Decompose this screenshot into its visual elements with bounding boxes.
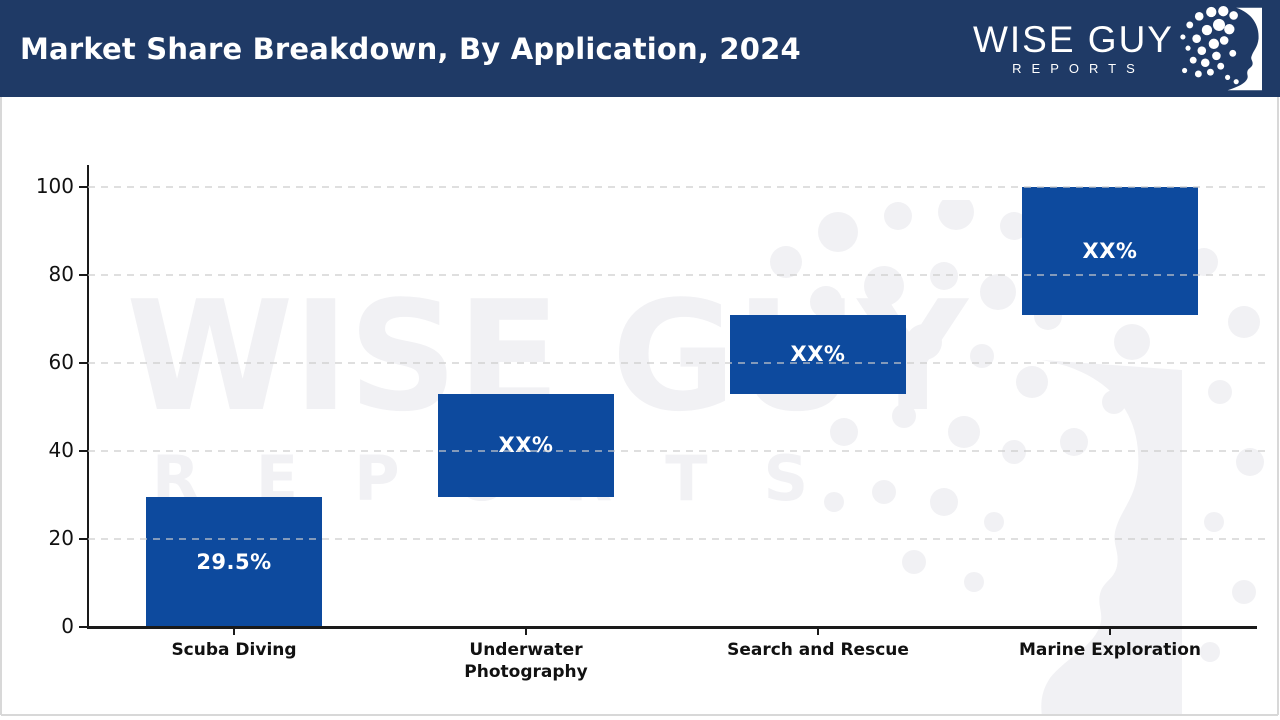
- bar-value-label: 29.5%: [196, 550, 272, 575]
- y-tick-label: 40: [48, 438, 74, 462]
- panel-border-left: [0, 97, 2, 715]
- y-tick-mark: [79, 538, 88, 540]
- bar-segment: XX%: [730, 314, 906, 394]
- y-tick-label: 0: [61, 614, 74, 638]
- category-label: Underwater Photography: [464, 640, 588, 682]
- bar-segment: 29.5%: [146, 497, 322, 627]
- x-axis-line: [87, 626, 1257, 629]
- category-label: Scuba Diving: [171, 640, 297, 660]
- category-label: Marine Exploration: [1019, 640, 1201, 660]
- y-tick-mark: [79, 450, 88, 452]
- category-label: Search and Rescue: [727, 640, 909, 660]
- y-tick-mark: [79, 274, 88, 276]
- x-tick-mark: [817, 628, 819, 635]
- bar-value-label: XX%: [790, 342, 846, 367]
- page-title: Market Share Breakdown, By Application, …: [20, 31, 801, 66]
- y-tick-label: 100: [35, 174, 74, 198]
- wise-guy-logo: WISE GUY REPORTS: [973, 5, 1262, 93]
- logo-text: WISE GUY REPORTS: [972, 19, 1174, 77]
- bar-segment: XX%: [1022, 187, 1198, 315]
- bar-value-label: XX%: [498, 433, 554, 458]
- x-tick-mark: [1109, 628, 1111, 635]
- wise-guy-face-logo-icon: [1180, 5, 1262, 90]
- y-tick-label: 20: [48, 526, 74, 550]
- bar-value-label: XX%: [1082, 238, 1138, 263]
- logo-subtitle: REPORTS: [1012, 61, 1145, 76]
- logo-wordmark: WISE GUY: [972, 19, 1174, 60]
- panel-border-bottom: [1, 714, 1278, 716]
- y-tick-mark: [79, 626, 88, 628]
- y-tick-mark: [79, 362, 88, 364]
- x-tick-mark: [525, 628, 527, 635]
- bar-segment: XX%: [438, 393, 614, 498]
- y-tick-label: 80: [48, 262, 74, 286]
- header-bar: Market Share Breakdown, By Application, …: [0, 0, 1280, 97]
- x-tick-mark: [233, 628, 235, 635]
- y-tick-mark: [79, 186, 88, 188]
- y-tick-label: 60: [48, 350, 74, 374]
- y-axis-line: [87, 165, 89, 629]
- panel-border-right: [1277, 97, 1279, 715]
